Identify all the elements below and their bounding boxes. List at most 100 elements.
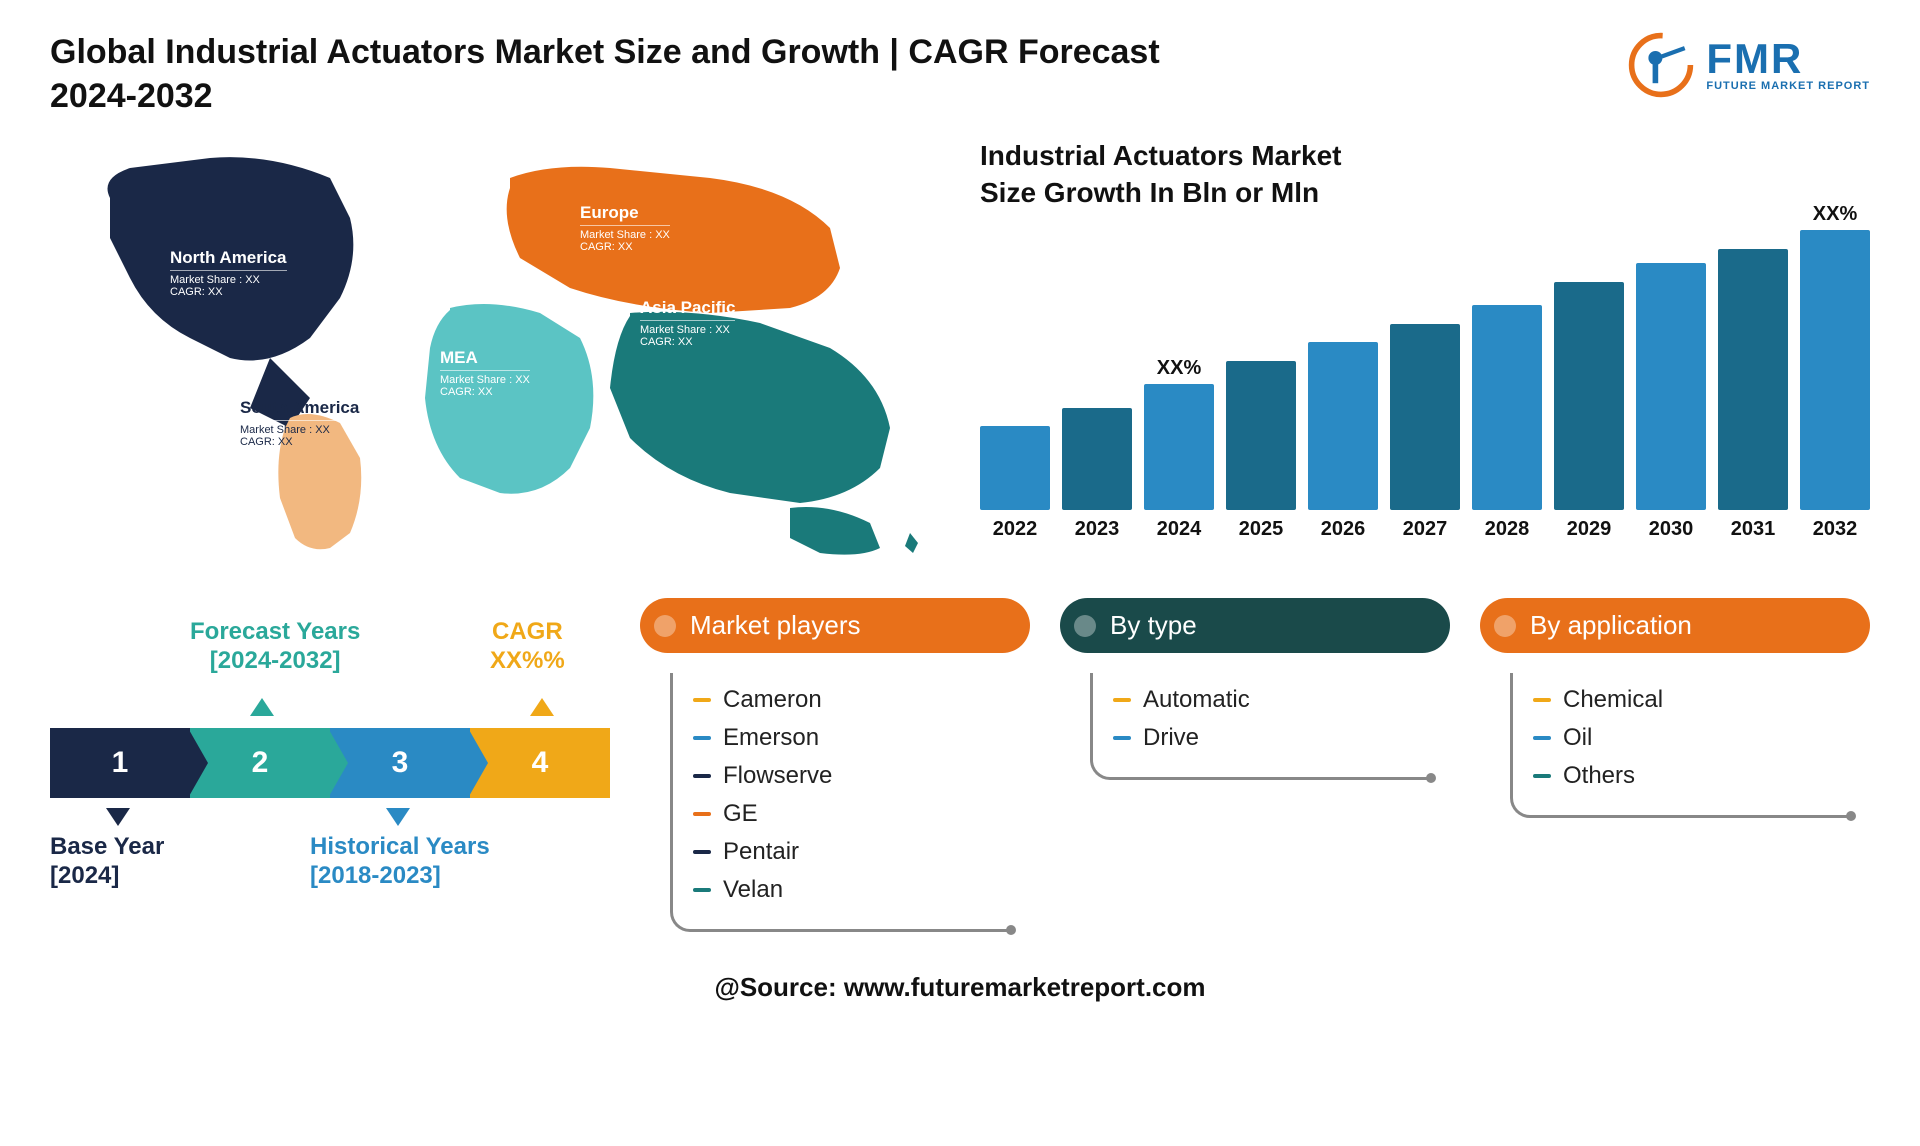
bar-year-label: 2024 [1157,518,1202,541]
header: Global Industrial Actuators Market Size … [50,30,1870,118]
timeline-bar: 1234 [50,728,610,798]
category-item-label: Emerson [723,724,819,752]
tick-icon [1533,698,1551,702]
bar-column: 2026 [1308,342,1378,541]
bar-column: 2029 [1554,282,1624,542]
category-item-label: Drive [1143,724,1199,752]
forecast-title: Forecast Years [190,618,360,647]
tick-icon [1533,774,1551,778]
bar-annotation: XX% [1813,203,1857,226]
region-cagr: CAGR: XX [580,241,670,253]
timeline-segment: 2 [190,728,330,798]
bar-year-label: 2028 [1485,518,1530,541]
category-list: Automatic Drive [1090,673,1430,780]
base-label: Base Year [2024] [50,833,164,891]
category-column: Market players Cameron Emerson Flowserve… [640,598,1030,932]
category-item: Flowserve [693,757,1010,795]
categories: Market players Cameron Emerson Flowserve… [640,598,1870,932]
region-label: North America Market Share : XX CAGR: XX [170,248,287,298]
chart-title: Industrial Actuators Market Size Growth … [980,138,1380,211]
category-list: Cameron Emerson Flowserve GE Pentair Vel… [670,673,1010,932]
tick-icon [1113,698,1131,702]
bar [1472,305,1542,510]
region-label: MEA Market Share : XX CAGR: XX [440,348,530,398]
region-name: North America [170,248,287,271]
category-item: Automatic [1113,681,1430,719]
category-item: Emerson [693,719,1010,757]
region-label: South America Market Share : XX CAGR: XX [240,398,359,448]
bar [1308,342,1378,510]
chevron-right-icon [328,728,348,798]
timeline-segment: 1 [50,728,190,798]
bar [1390,324,1460,511]
bar [1226,361,1296,510]
region-name: Europe [580,203,670,226]
category-item-label: Automatic [1143,686,1250,714]
logo: FMR FUTURE MARKET REPORT [1626,30,1870,100]
category-item: Oil [1533,719,1850,757]
tick-icon [693,698,711,702]
bar-column: 2030 [1636,263,1706,541]
region-share: Market Share : XX [640,324,735,336]
region-share: Market Share : XX [440,374,530,386]
region-name: Asia Pacific [640,298,735,321]
region-share: Market Share : XX [240,424,359,436]
tick-icon [693,812,711,816]
category-item: Drive [1113,719,1430,757]
bar-column: XX% 2032 [1800,230,1870,541]
bars-container: 2022 2023XX% 2024 2025 2026 2027 2028 20… [980,221,1870,541]
bar [1144,384,1214,510]
bar-column: 2031 [1718,249,1788,541]
source-text: @Source: www.futuremarketreport.com [50,972,1870,1003]
bar-year-label: 2032 [1813,518,1858,541]
category-header: Market players [640,598,1030,653]
bar [1718,249,1788,510]
logo-subtitle: FUTURE MARKET REPORT [1706,80,1870,92]
base-arrow-icon [106,808,130,826]
category-column: By application Chemical Oil Others [1480,598,1870,932]
historical-title: Historical Years [310,833,490,862]
bar-year-label: 2029 [1567,518,1612,541]
cagr-sub: XX%% [490,647,565,676]
cagr-title: CAGR [490,618,565,647]
bottom-row: Forecast Years [2024-2032] CAGR XX%% 123… [50,598,1870,932]
region-cagr: CAGR: XX [240,436,359,448]
forecast-sub: [2024-2032] [190,647,360,676]
region-label: Asia Pacific Market Share : XX CAGR: XX [640,298,735,348]
chevron-right-icon [188,728,208,798]
category-column: By type Automatic Drive [1060,598,1450,932]
bar-year-label: 2027 [1403,518,1448,541]
region-cagr: CAGR: XX [170,286,287,298]
category-list: Chemical Oil Others [1510,673,1850,818]
category-item: Velan [693,871,1010,909]
category-item-label: Cameron [723,686,822,714]
bar-column: XX% 2024 [1144,384,1214,541]
bar-year-label: 2023 [1075,518,1120,541]
tick-icon [693,774,711,778]
bar-year-label: 2031 [1731,518,1776,541]
category-header: By type [1060,598,1450,653]
region-name: South America [240,398,359,421]
cagr-label: CAGR XX%% [490,618,565,676]
forecast-label: Forecast Years [2024-2032] [190,618,360,676]
timeline-segment: 3 [330,728,470,798]
historical-label: Historical Years [2018-2023] [310,833,490,891]
bar-column: 2025 [1226,361,1296,541]
forecast-arrow-icon [250,698,274,716]
category-item: GE [693,795,1010,833]
bar-year-label: 2025 [1239,518,1284,541]
base-title: Base Year [50,833,164,862]
timeline: Forecast Years [2024-2032] CAGR XX%% 123… [50,598,610,918]
tick-icon [1533,736,1551,740]
historical-arrow-icon [386,808,410,826]
bar-column: 2023 [1062,408,1132,542]
bar [1636,263,1706,510]
category-header: By application [1480,598,1870,653]
bar [1062,408,1132,511]
tick-icon [693,888,711,892]
region-cagr: CAGR: XX [440,386,530,398]
bar-column: 2028 [1472,305,1542,541]
bar-annotation: XX% [1157,357,1201,380]
region-name: MEA [440,348,530,371]
bar-year-label: 2026 [1321,518,1366,541]
